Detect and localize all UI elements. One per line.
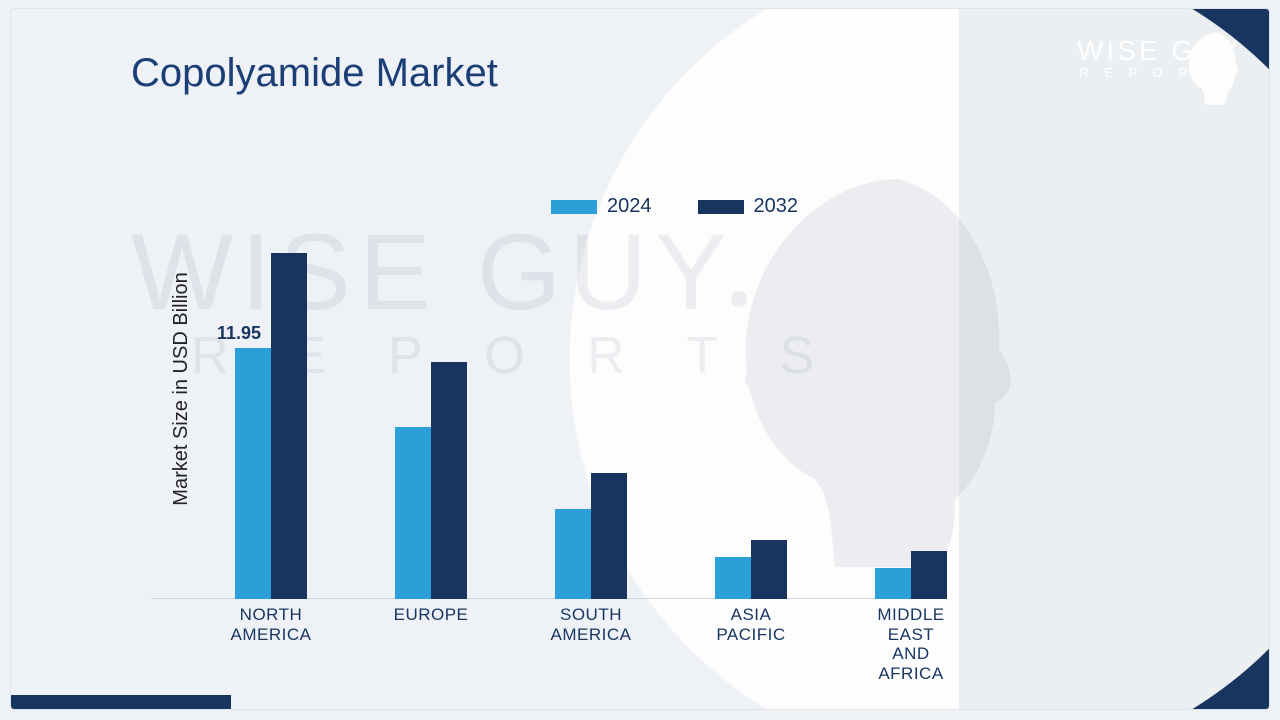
bar-2032 <box>911 551 947 599</box>
bar-2032 <box>751 540 787 599</box>
bar-pair <box>715 540 787 599</box>
x-axis-label: SOUTH AMERICA <box>551 605 632 644</box>
x-axis-label: EUROPE <box>394 605 469 625</box>
bar-pair <box>875 551 947 599</box>
chart-area: Market Size in USD Billion 11.95NORTH AM… <box>71 179 941 599</box>
x-axis-label: NORTH AMERICA <box>231 605 312 644</box>
bar-2032 <box>431 362 467 599</box>
bar-2024 <box>395 427 431 599</box>
footer-accent-bar <box>11 695 231 709</box>
brand-logo: WISE GUY R E P O R T S <box>1077 35 1241 80</box>
bar-2024 <box>875 568 911 600</box>
chart-title: Copolyamide Market <box>131 51 498 96</box>
bar-pair <box>555 473 627 599</box>
bar-2024 <box>555 509 591 599</box>
bar-2032 <box>271 253 307 600</box>
x-axis-label: ASIA PACIFIC <box>716 605 785 644</box>
logo-head-icon <box>1167 29 1245 107</box>
bar-2032 <box>591 473 627 599</box>
report-card: WISE GUY R E P O R T S WISE GUY R E P O … <box>10 8 1270 710</box>
bar-value-label: 11.95 <box>217 323 261 344</box>
bar-pair <box>395 362 467 599</box>
bar-2024 <box>715 557 751 599</box>
plot-region: 11.95NORTH AMERICAEUROPESOUTH AMERICAASI… <box>151 179 941 599</box>
bar-2024 <box>235 348 271 599</box>
x-axis-label: MIDDLE EAST AND AFRICA <box>877 605 944 683</box>
bar-pair <box>235 253 307 600</box>
